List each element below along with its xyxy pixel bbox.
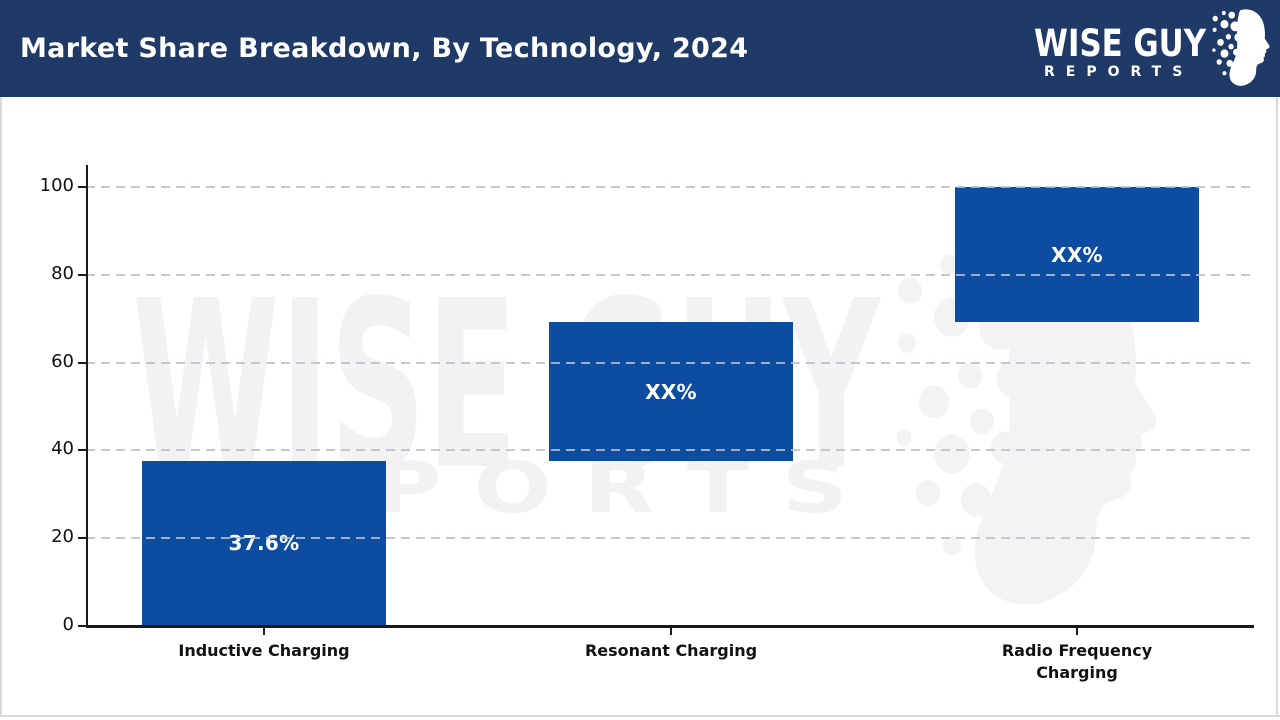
- bar-value-label: XX%: [645, 379, 697, 404]
- x-axis-line: [86, 625, 1254, 628]
- y-tick-label-20: 20: [51, 526, 74, 548]
- y-tick-mark-80: [78, 273, 86, 276]
- header-bar: Market Share Breakdown, By Technology, 2…: [0, 0, 1280, 97]
- y-tick-mark-0: [78, 625, 86, 627]
- bar-value-label: 37.6%: [228, 531, 300, 556]
- gridline-100: [86, 186, 1256, 188]
- x-tick-mark-2: [1076, 628, 1078, 635]
- bar-radio-frequency-charging: XX%: [955, 187, 1199, 323]
- bar-inductive-charging: 37.6%: [142, 460, 386, 626]
- brand-logo: WISE GUY REPORTS: [1032, 4, 1272, 94]
- gridline-20: [86, 537, 1256, 540]
- x-tick-label-radio-frequency-charging: Radio Frequency Charging: [1001, 641, 1153, 682]
- y-tick-mark-40: [78, 449, 86, 452]
- bar-resonant-charging: XX%: [549, 322, 793, 461]
- y-tick-mark-60: [78, 361, 86, 364]
- y-tick-label-0: 0: [62, 614, 74, 635]
- gridline-40: [86, 449, 1256, 452]
- x-tick-mark-1: [670, 628, 672, 635]
- y-tick-label-60: 60: [51, 350, 74, 372]
- x-tick-label-inductive-charging: Inductive Charging: [178, 641, 350, 660]
- page-border-bottom: [0, 715, 1280, 717]
- brand-logo-text: WISE GUY REPORTS: [1034, 22, 1207, 80]
- brand-subtitle: REPORTS: [1044, 64, 1193, 80]
- y-tick-label-80: 80: [51, 262, 74, 284]
- x-tick-mark-0: [263, 628, 265, 635]
- brand-name: WISE GUY: [1034, 22, 1207, 65]
- page-border-right: [1276, 97, 1278, 717]
- y-tick-mark-20: [78, 537, 86, 540]
- gridline-60: [86, 361, 1256, 364]
- brand-head-icon: [1206, 6, 1272, 90]
- y-tick-mark-100: [78, 186, 86, 188]
- y-axis-line: [86, 165, 88, 627]
- y-tick-label-100: 100: [39, 175, 74, 196]
- y-tick-label-40: 40: [51, 438, 74, 460]
- gridline-80: [86, 273, 1256, 276]
- page-border-left: [0, 97, 2, 717]
- x-tick-label-resonant-charging: Resonant Charging: [584, 641, 758, 660]
- bar-value-label: XX%: [1051, 242, 1103, 267]
- chart-title: Market Share Breakdown, By Technology, 2…: [20, 33, 749, 64]
